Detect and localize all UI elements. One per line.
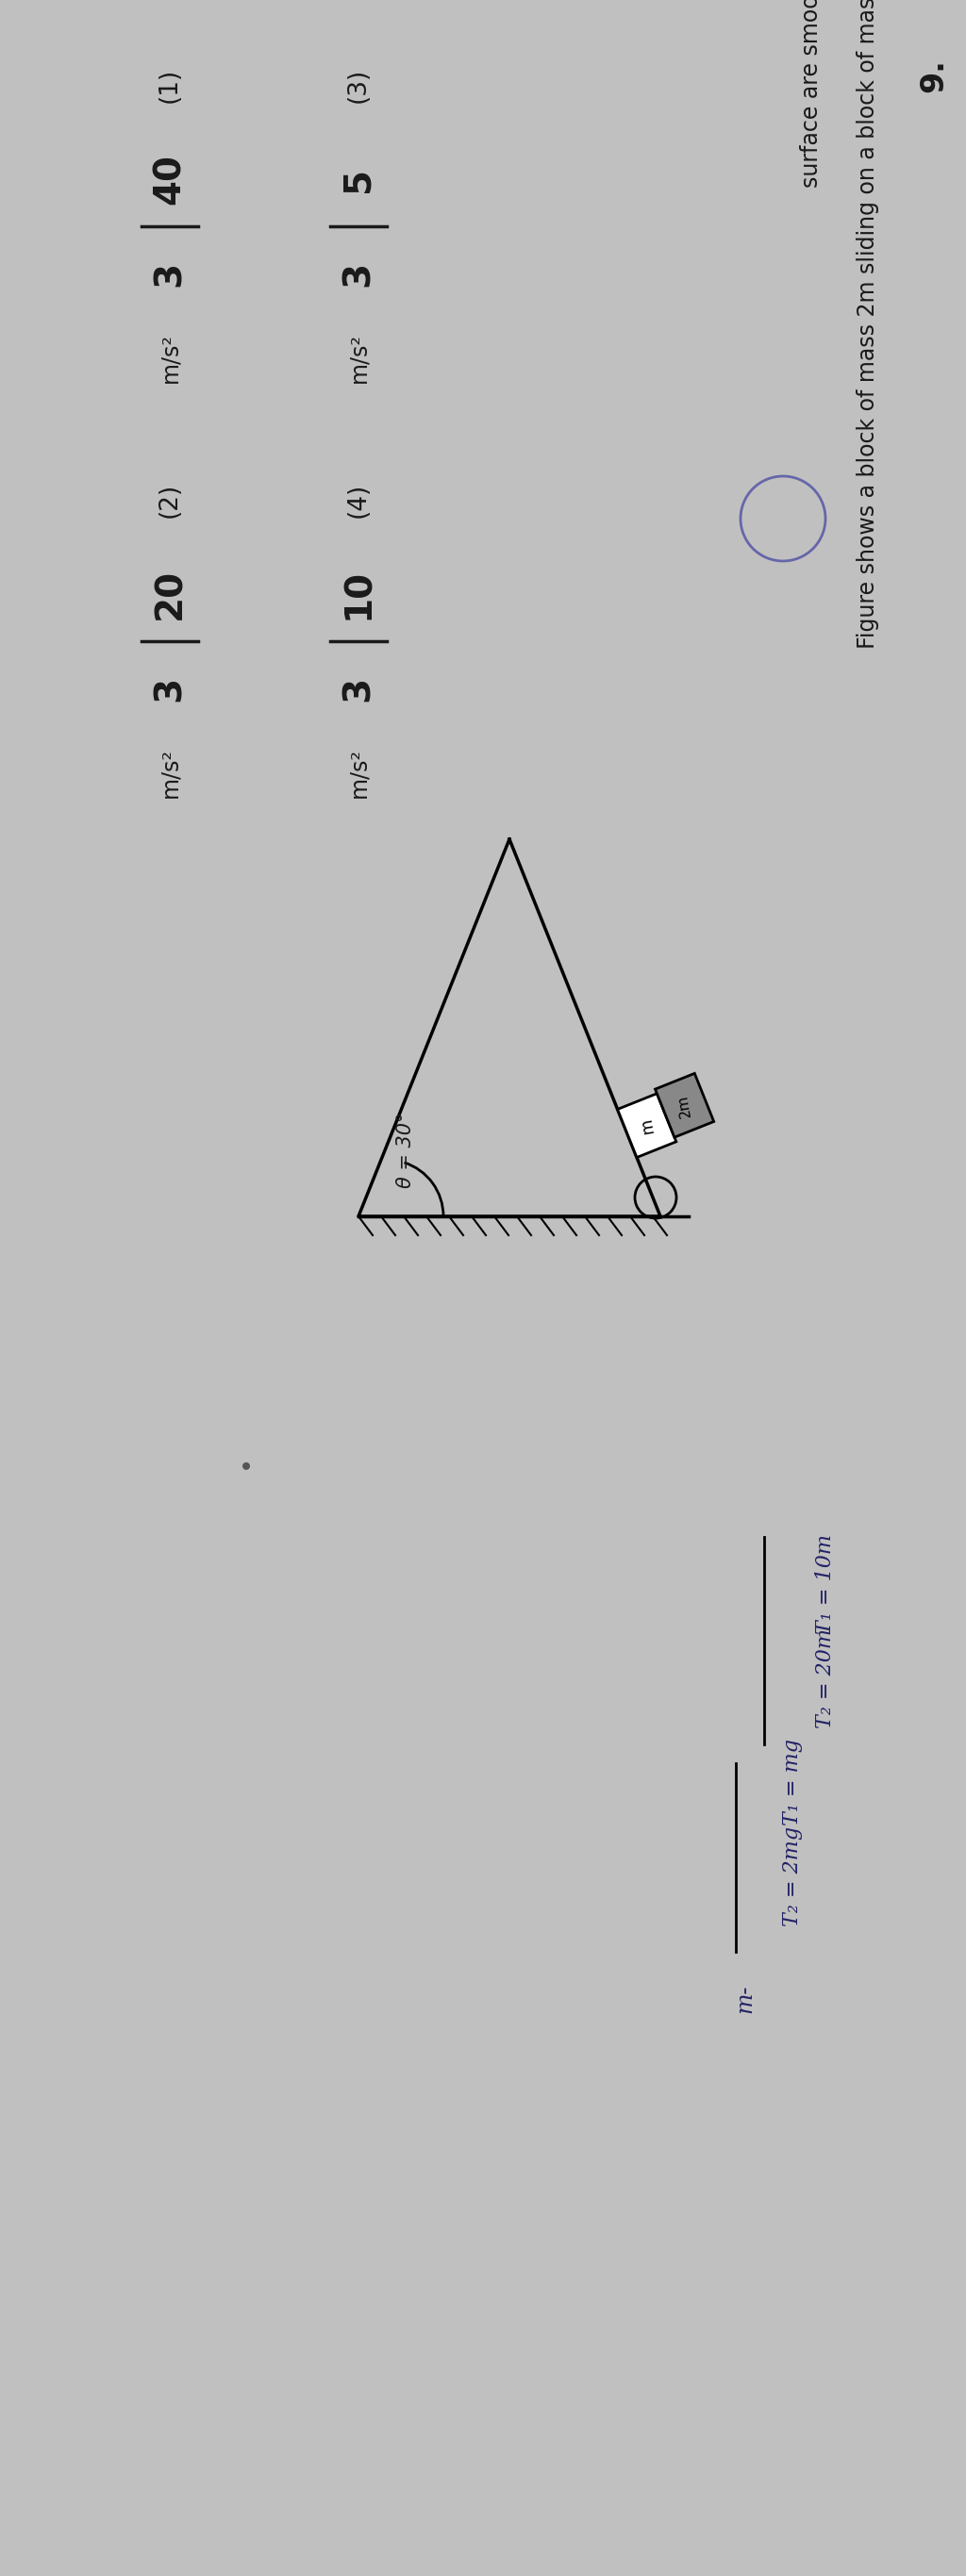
Text: T₂ = 2mg: T₂ = 2mg (782, 1826, 803, 1927)
Text: 20: 20 (152, 569, 187, 621)
Text: 3: 3 (152, 260, 187, 286)
Text: 10: 10 (341, 569, 377, 621)
Text: 3: 3 (341, 260, 377, 286)
Text: Figure shows a block of mass 2m sliding on a block of mass m. Find the accelerat: Figure shows a block of mass 2m sliding … (857, 0, 879, 649)
Text: (3): (3) (346, 67, 371, 103)
Text: 3: 3 (152, 675, 187, 701)
Text: m/s²: m/s² (347, 332, 370, 384)
Polygon shape (655, 1074, 714, 1139)
Text: T₁ = mg: T₁ = mg (782, 1739, 803, 1826)
Text: 2m: 2m (675, 1092, 694, 1118)
Text: 9.: 9. (919, 59, 950, 93)
Text: surface are smooth): surface are smooth) (800, 0, 823, 188)
Text: m: m (638, 1115, 657, 1133)
Text: (1): (1) (157, 67, 182, 103)
Text: 40: 40 (152, 155, 187, 204)
Text: m/s²: m/s² (158, 332, 182, 384)
Text: 3: 3 (341, 675, 377, 701)
Text: (4): (4) (346, 482, 371, 518)
Text: m-: m- (734, 1984, 756, 2014)
Text: T₁ = 10m: T₁ = 10m (815, 1535, 836, 1633)
Text: m/s²: m/s² (347, 747, 370, 799)
Text: m/s²: m/s² (158, 747, 182, 799)
Text: •: • (232, 1453, 259, 1468)
Text: (2): (2) (157, 482, 182, 518)
Text: T₂ = 20m: T₂ = 20m (815, 1628, 836, 1728)
Polygon shape (617, 1095, 676, 1157)
Text: θ = 30°: θ = 30° (396, 1113, 415, 1188)
Text: 5: 5 (341, 167, 377, 191)
